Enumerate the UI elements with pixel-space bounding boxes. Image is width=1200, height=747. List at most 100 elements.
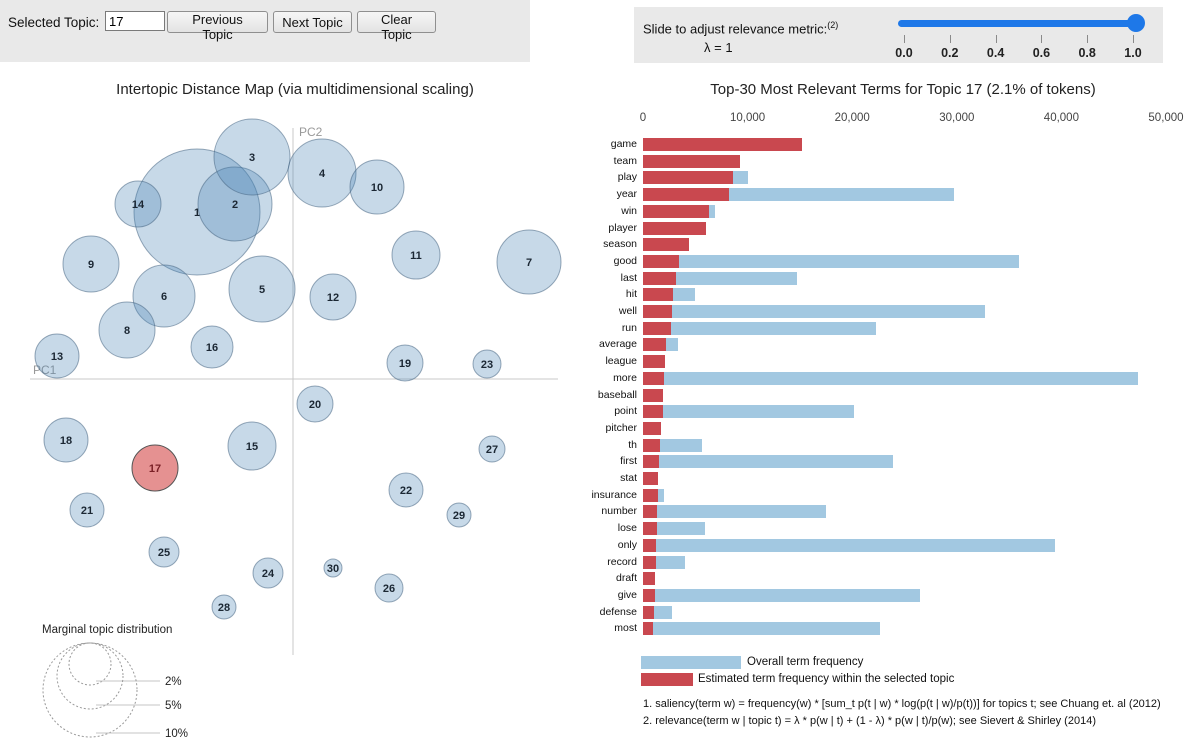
term-label: first <box>620 455 637 468</box>
topic-bubble-14[interactable] <box>114 180 162 228</box>
x-axis-tick-label: 10,000 <box>730 112 766 124</box>
term-bar-row[interactable]: more <box>560 371 1170 385</box>
term-label: game <box>610 138 637 150</box>
topic-bubble-20[interactable] <box>296 385 334 423</box>
term-bar-row[interactable]: pitcher <box>560 421 1170 435</box>
term-bar-row[interactable]: lose <box>560 522 1170 536</box>
relevance-slider-panel: Slide to adjust relevance metric:(2) λ =… <box>634 7 1163 63</box>
pc1-axis-label: PC1 <box>33 363 57 377</box>
topic-bubble-1[interactable] <box>133 148 261 276</box>
topic-bubble-13[interactable] <box>34 333 80 379</box>
marginal-legend-label: 5% <box>165 700 182 712</box>
term-bar-row[interactable]: win <box>560 204 1170 218</box>
topic-bubble-30[interactable] <box>323 558 343 578</box>
term-bar-row[interactable]: season <box>560 238 1170 252</box>
term-bar-row[interactable]: average <box>560 338 1170 352</box>
topic-frequency-bar <box>643 371 664 385</box>
topic-frequency-bar <box>643 505 658 519</box>
clear-topic-button[interactable]: Clear Topic <box>357 11 436 42</box>
previous-topic-button[interactable]: Previous Topic <box>167 11 268 42</box>
topic-bubble-7[interactable] <box>496 229 562 295</box>
term-bar-row[interactable]: team <box>560 154 1170 168</box>
topic-frequency-bar <box>643 338 666 352</box>
topic-bubble-2[interactable] <box>197 166 273 242</box>
footnote-saliency: 1. saliency(term w) = frequency(w) * [su… <box>643 698 1161 710</box>
topic-bubble-17[interactable] <box>131 444 179 492</box>
slider-tick-mark <box>1041 35 1043 43</box>
term-bar-row[interactable]: year <box>560 188 1170 202</box>
slider-tick-label: 0.4 <box>986 46 1005 60</box>
selected-topic-input[interactable] <box>105 11 165 31</box>
term-bar-row[interactable]: draft <box>560 572 1170 586</box>
relevance-slider-track[interactable] <box>898 20 1143 27</box>
term-bar-row[interactable]: hit <box>560 288 1170 302</box>
topic-frequency-bar <box>643 455 659 469</box>
topic-bubble-5[interactable] <box>228 255 296 323</box>
topic-frequency-bar <box>643 238 690 252</box>
legend-swatch-topic <box>641 673 693 686</box>
topic-bubble-29[interactable] <box>446 502 472 528</box>
topic-bubble-18[interactable] <box>43 417 89 463</box>
term-bar-row[interactable]: stat <box>560 472 1170 485</box>
topic-bubble-21[interactable] <box>69 492 105 528</box>
term-bar-row[interactable]: give <box>560 588 1170 602</box>
term-bar-row[interactable]: game <box>560 138 1170 151</box>
term-label: give <box>617 588 637 601</box>
topic-bubble-3[interactable] <box>213 118 291 196</box>
topic-bubble-11[interactable] <box>391 230 441 280</box>
topic-bubble-27[interactable] <box>478 435 506 463</box>
topic-frequency-bar <box>643 355 665 369</box>
topic-frequency-bar <box>643 622 654 636</box>
topic-bubble-19[interactable] <box>386 344 424 382</box>
term-label: lose <box>617 522 637 535</box>
topic-bubble-22[interactable] <box>388 472 424 508</box>
x-axis-tick-label: 20,000 <box>834 112 870 124</box>
topic-bubble-9[interactable] <box>62 235 120 293</box>
topic-bubble-24[interactable] <box>252 557 284 589</box>
slider-tick-mark <box>949 35 951 43</box>
topic-bubble-10[interactable] <box>349 159 405 215</box>
topic-bubble-4[interactable] <box>287 138 357 208</box>
overall-frequency-bar <box>643 455 893 469</box>
topic-bubble-12[interactable] <box>309 273 357 321</box>
term-bar-row[interactable]: play <box>560 171 1170 185</box>
term-bar-row[interactable]: league <box>560 355 1170 369</box>
term-bar-row[interactable]: th <box>560 438 1170 452</box>
next-topic-button[interactable]: Next Topic <box>273 11 352 33</box>
topic-frequency-bar <box>643 221 706 235</box>
term-bar-row[interactable]: only <box>560 538 1170 552</box>
slider-tick-label: 0.0 <box>895 46 913 60</box>
topic-bubble-28[interactable] <box>211 594 237 620</box>
topic-bubble-16[interactable] <box>190 325 234 369</box>
topic-bubble-23[interactable] <box>472 349 502 379</box>
topic-bubble-25[interactable] <box>148 536 180 568</box>
intertopic-map: PC2 PC1 12345678910111213141516171819202… <box>30 118 562 740</box>
term-bar-row[interactable]: record <box>560 555 1170 569</box>
topic-frequency-bar <box>643 421 661 435</box>
term-bar-row[interactable]: first <box>560 455 1170 469</box>
topic-bubble-26[interactable] <box>374 573 404 603</box>
x-axis-tick-label: 40,000 <box>1043 112 1079 124</box>
term-bar-row[interactable]: defense <box>560 605 1170 619</box>
topic-bubble-15[interactable] <box>227 421 277 471</box>
term-bar-row[interactable]: player <box>560 221 1170 235</box>
term-label: number <box>601 505 637 518</box>
overall-frequency-bar <box>643 305 986 318</box>
term-bar-row[interactable]: baseball <box>560 388 1170 402</box>
topic-frequency-bar <box>643 154 741 168</box>
term-bar-row[interactable]: number <box>560 505 1170 519</box>
overall-frequency-bar <box>643 622 881 636</box>
topic-frequency-bar <box>643 405 663 419</box>
term-bar-row[interactable]: insurance <box>560 488 1170 502</box>
term-label: season <box>603 238 637 251</box>
term-bar-row[interactable]: well <box>560 305 1170 318</box>
term-bar-row[interactable]: good <box>560 254 1170 268</box>
term-bar-row[interactable]: most <box>560 622 1170 636</box>
term-bar-row[interactable]: last <box>560 271 1170 285</box>
slider-tick-label: 0.2 <box>941 46 959 60</box>
term-label: team <box>613 154 637 167</box>
topic-bubble-8[interactable] <box>98 301 156 359</box>
relevance-slider-handle[interactable] <box>1127 14 1145 32</box>
term-bar-row[interactable]: run <box>560 321 1170 335</box>
term-bar-row[interactable]: point <box>560 405 1170 419</box>
